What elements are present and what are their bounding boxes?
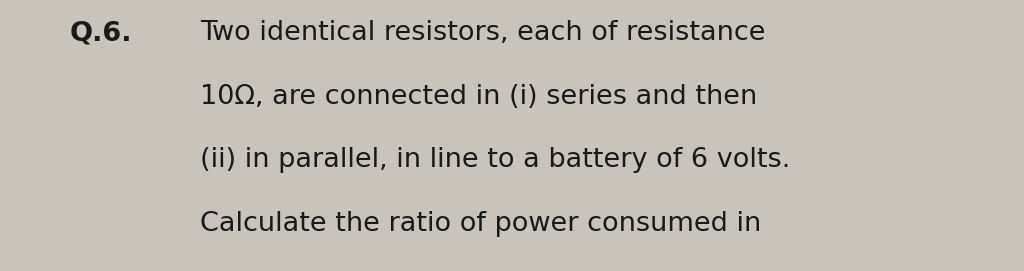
Text: Two identical resistors, each of resistance: Two identical resistors, each of resista… — [200, 20, 765, 46]
Text: (ii) in parallel, in line to a battery of 6 volts.: (ii) in parallel, in line to a battery o… — [200, 147, 790, 173]
Text: Q.6.: Q.6. — [70, 20, 132, 46]
Text: 10Ω, are connected in (i) series and then: 10Ω, are connected in (i) series and the… — [200, 84, 757, 110]
Text: Calculate the ratio of power consumed in: Calculate the ratio of power consumed in — [200, 211, 761, 237]
